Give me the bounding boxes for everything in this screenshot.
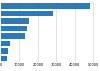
Bar xyxy=(1,41,10,46)
Bar xyxy=(1,26,27,31)
Bar xyxy=(1,3,90,9)
Bar xyxy=(1,18,28,24)
Bar xyxy=(1,11,53,16)
Bar xyxy=(1,56,8,61)
Bar xyxy=(1,48,8,54)
Bar xyxy=(1,33,25,39)
